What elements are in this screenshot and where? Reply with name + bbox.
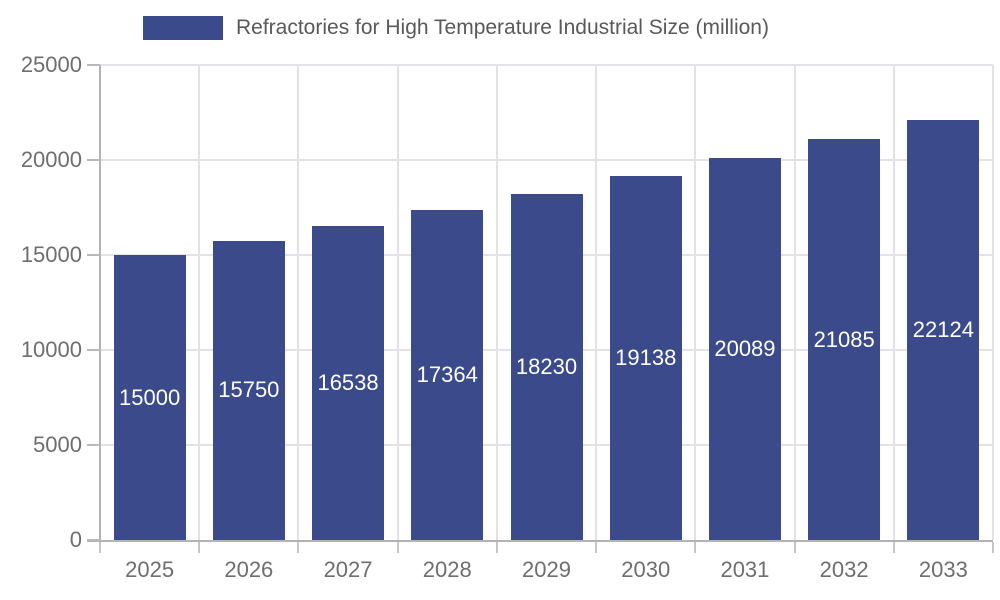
y-axis-tick: [87, 539, 100, 541]
y-axis-tick: [87, 349, 100, 351]
bar-value-label: 19138: [615, 345, 677, 371]
bar-value-label: 22124: [912, 316, 974, 342]
x-axis-tick: [297, 542, 300, 553]
y-axis-tick: [87, 64, 100, 66]
x-axis-tick-label: 2029: [522, 557, 571, 582]
legend-swatch[interactable]: [143, 16, 223, 40]
x-axis-tick-label: 2027: [323, 557, 373, 582]
h-gridline: [100, 64, 993, 66]
bar: [312, 225, 385, 540]
x-axis-tick-label: 2032: [819, 557, 869, 582]
bar: [411, 210, 484, 540]
bar-value-label: 20089: [714, 336, 776, 362]
y-axis-tick: [87, 159, 100, 161]
x-axis-tick: [694, 542, 697, 553]
legend-label[interactable]: Refractories for High Temperature Indust…: [236, 16, 769, 39]
bar: [609, 176, 682, 540]
y-axis-tick-label: 5000: [33, 432, 82, 457]
v-gridline: [495, 65, 498, 540]
x-axis-tick: [495, 542, 498, 553]
x-axis-tick: [793, 542, 796, 553]
y-axis-tick: [87, 254, 100, 256]
v-gridline: [992, 65, 994, 540]
v-gridline: [297, 65, 300, 540]
y-axis-tick-label: 0: [69, 527, 82, 552]
bar-value-label: 17364: [416, 362, 478, 388]
bar: [212, 240, 285, 540]
x-axis-tick: [396, 542, 399, 553]
bar-value-label: 16538: [317, 369, 379, 395]
v-gridline: [892, 65, 895, 540]
y-axis-tick-label: 15000: [20, 242, 82, 267]
x-axis-tick: [992, 542, 994, 553]
y-axis-tick-label: 10000: [20, 337, 82, 362]
x-axis-tick-label: 2031: [720, 557, 770, 582]
x-axis-tick-label: 2030: [621, 557, 671, 582]
x-axis-line: [87, 540, 993, 542]
y-axis-tick-label: 25000: [20, 52, 82, 77]
bar: [907, 119, 980, 540]
bar-value-label: 15750: [218, 377, 280, 403]
x-axis-tick-label: 2033: [918, 557, 968, 582]
bar: [113, 255, 186, 540]
v-gridline: [793, 65, 796, 540]
bar-value-label: 18230: [515, 353, 578, 379]
x-axis-tick-label: 2028: [422, 557, 472, 582]
bar-value-label: 15000: [119, 384, 181, 410]
bar: [510, 193, 583, 540]
x-axis-tick-label: 2025: [125, 557, 175, 582]
bar: [708, 158, 781, 540]
h-gridline: [100, 159, 993, 161]
x-axis-tick: [198, 542, 201, 553]
x-axis-tick-label: 2026: [224, 557, 274, 582]
y-axis-tick-label: 20000: [20, 147, 82, 172]
x-axis-tick: [99, 542, 101, 553]
legend[interactable]: Refractories for High Temperature Indust…: [143, 16, 769, 40]
y-axis-line: [99, 65, 101, 542]
y-axis-tick: [87, 444, 100, 446]
v-gridline: [198, 65, 201, 540]
x-axis-tick: [892, 542, 895, 553]
bar-value-label: 21085: [813, 326, 875, 352]
bar: [808, 139, 881, 540]
x-axis-tick: [595, 542, 598, 553]
v-gridline: [396, 65, 399, 540]
v-gridline: [694, 65, 697, 540]
v-gridline: [595, 65, 598, 540]
